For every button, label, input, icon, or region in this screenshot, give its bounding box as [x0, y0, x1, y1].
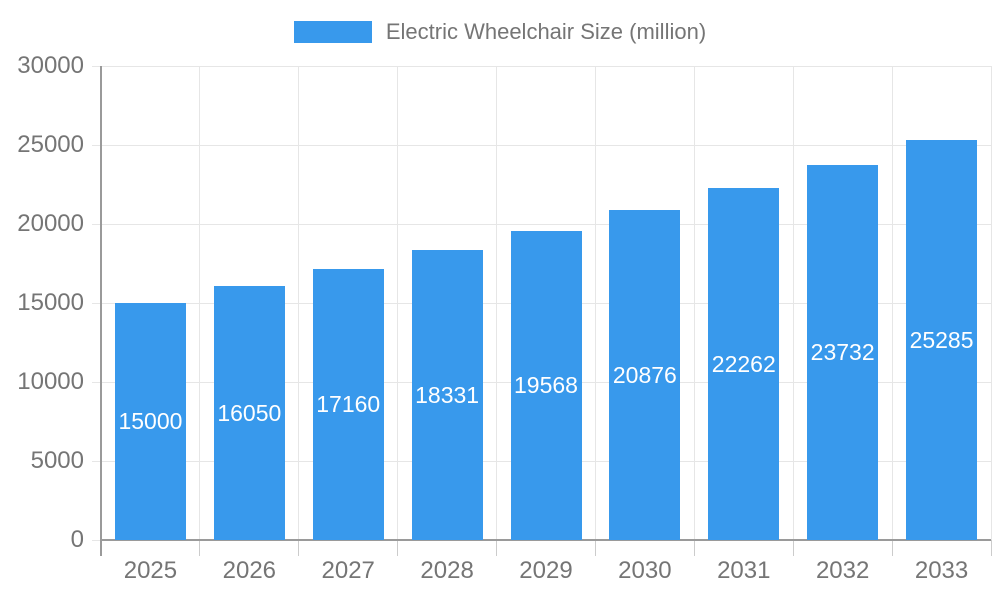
gridline-vertical — [990, 66, 992, 540]
x-axis-label: 2026 — [222, 557, 277, 584]
y-axis-tick — [92, 381, 100, 383]
y-axis-label: 25000 — [17, 131, 84, 158]
bar-2027[interactable]: 17160 — [312, 268, 384, 540]
gridline-horizontal — [101, 223, 991, 225]
x-axis-label: 2025 — [123, 557, 178, 584]
y-axis-label: 15000 — [17, 289, 84, 316]
bar-value-label: 19568 — [514, 371, 578, 398]
bar-2031[interactable]: 22262 — [708, 188, 780, 540]
y-axis-label: 5000 — [30, 447, 84, 474]
bar-value-label: 22262 — [711, 350, 776, 377]
bar-2025[interactable]: 15000 — [114, 303, 186, 540]
gridline-horizontal — [101, 65, 991, 67]
x-axis-label: 2033 — [914, 557, 969, 584]
gridline-vertical — [199, 66, 201, 540]
x-axis-tick — [693, 540, 695, 556]
gridline-vertical — [594, 66, 596, 540]
bar-value-label: 16050 — [217, 399, 282, 426]
bar-2030[interactable]: 20876 — [609, 210, 681, 540]
x-axis-tick — [891, 540, 893, 556]
y-axis-tick — [92, 302, 100, 304]
x-axis-tick — [298, 540, 300, 556]
gridline-horizontal — [101, 144, 991, 146]
y-axis-label: 30000 — [17, 52, 84, 79]
y-axis-tick — [92, 65, 100, 67]
gridline-vertical — [298, 66, 300, 540]
bar-2028[interactable]: 18331 — [411, 250, 483, 540]
bar-2026[interactable]: 16050 — [213, 286, 285, 540]
y-axis-tick — [92, 223, 100, 225]
bar-value-label: 17160 — [316, 390, 381, 417]
y-axis-label: 20000 — [17, 210, 84, 237]
x-axis-tick — [397, 540, 399, 556]
x-axis-label: 2027 — [321, 557, 375, 584]
bar-2032[interactable]: 23732 — [807, 165, 879, 540]
gridline-vertical — [693, 66, 695, 540]
x-axis-label: 2030 — [618, 557, 672, 584]
bar-2033[interactable]: 25285 — [906, 140, 978, 540]
gridline-vertical — [496, 66, 498, 540]
x-axis-label: 2032 — [815, 557, 870, 584]
x-axis-tick — [792, 540, 794, 556]
bar-2029[interactable]: 19568 — [510, 230, 582, 540]
y-axis-label: 0 — [70, 526, 84, 553]
x-axis-tick — [594, 540, 596, 556]
x-axis-label: 2031 — [717, 557, 771, 584]
x-axis-tick — [990, 540, 992, 556]
bar-value-label: 25285 — [909, 326, 974, 353]
bar-value-label: 15000 — [118, 408, 183, 434]
gridline-vertical — [792, 66, 794, 540]
gridline-vertical — [891, 66, 893, 540]
legend-swatch-icon — [293, 21, 372, 43]
y-axis-line — [100, 66, 102, 556]
legend[interactable]: Electric Wheelchair Size (million) — [0, 19, 1000, 44]
y-axis-tick — [92, 460, 100, 462]
x-axis-tick — [199, 540, 201, 556]
y-axis-tick — [92, 539, 100, 541]
bar-value-label: 23732 — [810, 339, 875, 365]
y-axis-label: 10000 — [17, 368, 84, 395]
bar-value-label: 20876 — [612, 361, 677, 388]
gridline-vertical — [397, 66, 399, 540]
legend-label: Electric Wheelchair Size (million) — [385, 19, 707, 44]
x-axis-tick — [496, 540, 498, 556]
bar-value-label: 18331 — [415, 381, 480, 408]
x-axis-line — [100, 539, 991, 541]
y-axis-tick — [92, 144, 100, 146]
x-axis-label: 2029 — [519, 557, 573, 584]
x-axis-label: 2028 — [420, 557, 474, 584]
